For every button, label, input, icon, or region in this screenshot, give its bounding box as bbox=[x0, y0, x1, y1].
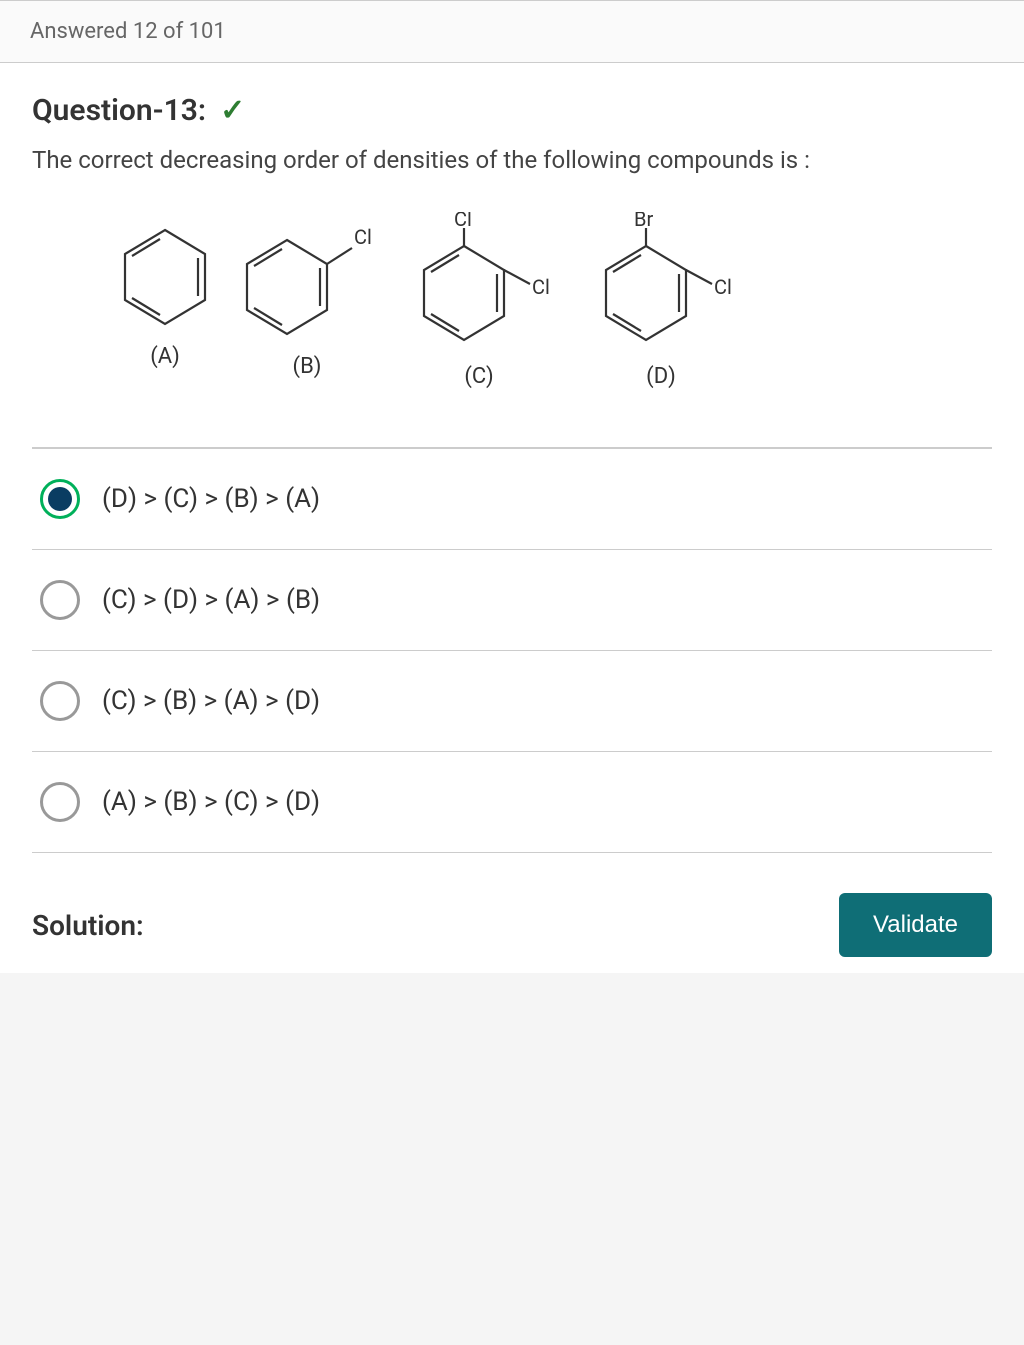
option-3-text: (C) > (B) > (A) > (D) bbox=[102, 686, 320, 716]
molecules-container: (A) Cl (B) bbox=[32, 200, 992, 397]
option-4-text: (A) > (B) > (C) > (D) bbox=[102, 787, 320, 817]
molecule-d-label: (D) bbox=[646, 364, 676, 389]
molecules-row: (A) Cl (B) bbox=[92, 200, 764, 397]
substituent-cl-right: Cl bbox=[532, 275, 550, 299]
molecule-a-label: (A) bbox=[150, 344, 180, 369]
question-content: Question-13: ✓ The correct decreasing or… bbox=[0, 63, 1024, 863]
substituent-cl: Cl bbox=[354, 225, 372, 249]
option-2[interactable]: (C) > (D) > (A) > (B) bbox=[32, 550, 992, 651]
molecule-c: Cl Cl (C) bbox=[394, 212, 564, 389]
options-list: (D) > (C) > (B) > (A) (C) > (D) > (A) > … bbox=[32, 447, 992, 853]
option-1-text: (D) > (C) > (B) > (A) bbox=[102, 484, 320, 514]
validate-button[interactable]: Validate bbox=[839, 893, 992, 957]
option-2-text: (C) > (D) > (A) > (B) bbox=[102, 585, 320, 615]
progress-text: Answered 12 of 101 bbox=[30, 19, 226, 44]
substituent-cl-left: Cl bbox=[454, 212, 472, 231]
question-header: Question-13: ✓ bbox=[32, 93, 992, 128]
radio-icon[interactable] bbox=[40, 681, 80, 721]
option-4[interactable]: (A) > (B) > (C) > (D) bbox=[32, 752, 992, 853]
molecule-b-label: (B) bbox=[293, 354, 322, 379]
option-1[interactable]: (D) > (C) > (B) > (A) bbox=[32, 449, 992, 550]
bottom-bar: Solution: Validate bbox=[0, 863, 1024, 973]
substituent-cl: Cl bbox=[714, 275, 732, 299]
radio-icon[interactable] bbox=[40, 580, 80, 620]
progress-bar: Answered 12 of 101 bbox=[0, 0, 1024, 63]
molecule-b: Cl (B) bbox=[232, 212, 382, 389]
check-icon: ✓ bbox=[220, 93, 245, 128]
molecule-a: (A) bbox=[110, 212, 220, 389]
question-text: The correct decreasing order of densitie… bbox=[32, 142, 992, 178]
substituent-br: Br bbox=[634, 212, 653, 231]
molecule-c-label: (C) bbox=[464, 364, 493, 389]
question-label: Question-13: bbox=[32, 93, 206, 128]
molecule-d: Br Cl (D) bbox=[576, 212, 746, 389]
solution-label: Solution: bbox=[32, 909, 144, 942]
radio-icon[interactable] bbox=[40, 479, 80, 519]
option-3[interactable]: (C) > (B) > (A) > (D) bbox=[32, 651, 992, 752]
radio-icon[interactable] bbox=[40, 782, 80, 822]
